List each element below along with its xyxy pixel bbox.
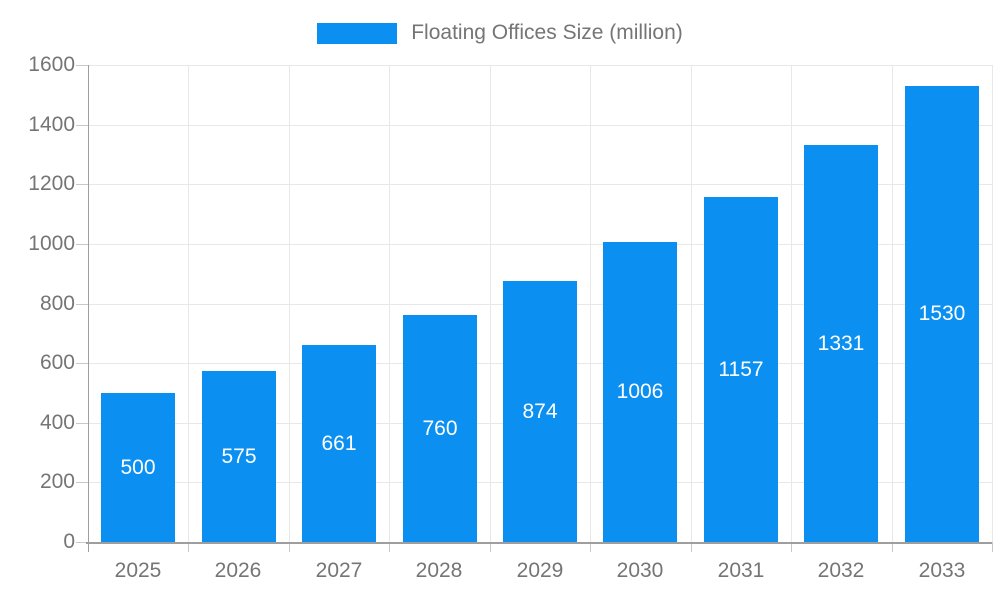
legend-swatch-icon	[317, 22, 398, 44]
y-axis-tick	[76, 184, 88, 185]
bar[interactable]: 874	[503, 281, 577, 542]
x-gridline	[490, 65, 491, 542]
y-axis-tick-label: 1400	[28, 113, 75, 136]
y-axis-tick-label: 1000	[28, 232, 75, 255]
x-axis-tick	[490, 542, 491, 552]
bar-value-label: 661	[321, 431, 357, 455]
x-gridline	[892, 65, 893, 542]
y-axis-tick-label: 1600	[28, 53, 75, 76]
y-axis-tick	[76, 482, 88, 483]
chart-legend[interactable]: Floating Offices Size (million)	[0, 21, 1000, 45]
bar-value-label: 1331	[817, 331, 865, 355]
x-gridline	[992, 65, 993, 542]
x-axis-tick	[892, 542, 893, 552]
bar-value-label: 575	[221, 444, 257, 468]
bar[interactable]: 661	[302, 345, 376, 542]
x-axis-tick-label: 2029	[516, 559, 564, 582]
y-axis-tick	[76, 125, 88, 126]
y-axis-line	[88, 65, 89, 552]
y-gridline	[88, 184, 992, 185]
y-axis-tick	[76, 244, 88, 245]
bar-value-label: 1006	[616, 380, 664, 403]
bar-value-label: 1157	[718, 357, 764, 381]
x-gridline	[389, 65, 390, 542]
x-gridline	[188, 65, 189, 542]
x-axis-tick	[289, 542, 290, 552]
y-axis-tick	[76, 363, 88, 364]
y-gridline	[88, 125, 992, 126]
y-axis-tick-label: 200	[39, 470, 75, 493]
y-axis-tick-label: 400	[39, 411, 75, 434]
bar[interactable]: 760	[403, 315, 477, 542]
y-axis-tick-label: 0	[63, 530, 75, 553]
bar-value-label: 874	[522, 399, 558, 423]
y-axis-tick	[76, 65, 88, 66]
x-axis-tick	[188, 542, 189, 552]
x-axis-tick-label: 2032	[817, 559, 865, 582]
bar-value-label: 760	[422, 416, 458, 440]
y-axis-tick	[76, 304, 88, 305]
x-axis-tick	[389, 542, 390, 552]
legend-label: Floating Offices Size (million)	[411, 21, 683, 44]
x-axis-tick	[791, 542, 792, 552]
x-gridline	[289, 65, 290, 542]
bar[interactable]: 1530	[905, 86, 979, 542]
x-axis-tick-label: 2025	[114, 559, 162, 582]
y-gridline	[88, 65, 992, 66]
x-axis-tick-label: 2028	[415, 559, 463, 582]
x-axis-tick	[590, 542, 591, 552]
x-axis-tick	[691, 542, 692, 552]
y-axis-tick-label: 600	[39, 351, 75, 374]
y-gridline	[88, 244, 992, 245]
bar[interactable]: 1157	[704, 197, 778, 542]
x-gridline	[691, 65, 692, 542]
x-gridline	[590, 65, 591, 542]
bar[interactable]: 500	[101, 393, 175, 542]
bar[interactable]: 1006	[603, 242, 677, 542]
x-axis-tick-label: 2031	[717, 559, 765, 582]
bar-value-label: 500	[120, 455, 156, 479]
x-axis-tick-label: 2026	[214, 559, 262, 582]
bar[interactable]: 575	[202, 371, 276, 542]
y-axis-tick	[76, 542, 88, 543]
x-axis-tick	[992, 542, 993, 552]
y-axis-tick-label: 800	[39, 292, 75, 315]
bar-value-label: 1530	[918, 302, 966, 325]
x-axis-tick-label: 2033	[918, 559, 966, 582]
x-gridline	[791, 65, 792, 542]
y-axis-tick-label: 1200	[28, 172, 75, 195]
x-axis-baseline	[86, 542, 992, 544]
x-axis-tick-label: 2027	[315, 559, 363, 582]
bar[interactable]: 1331	[804, 145, 878, 542]
x-axis-tick-label: 2030	[616, 559, 664, 582]
y-axis-tick	[76, 423, 88, 424]
